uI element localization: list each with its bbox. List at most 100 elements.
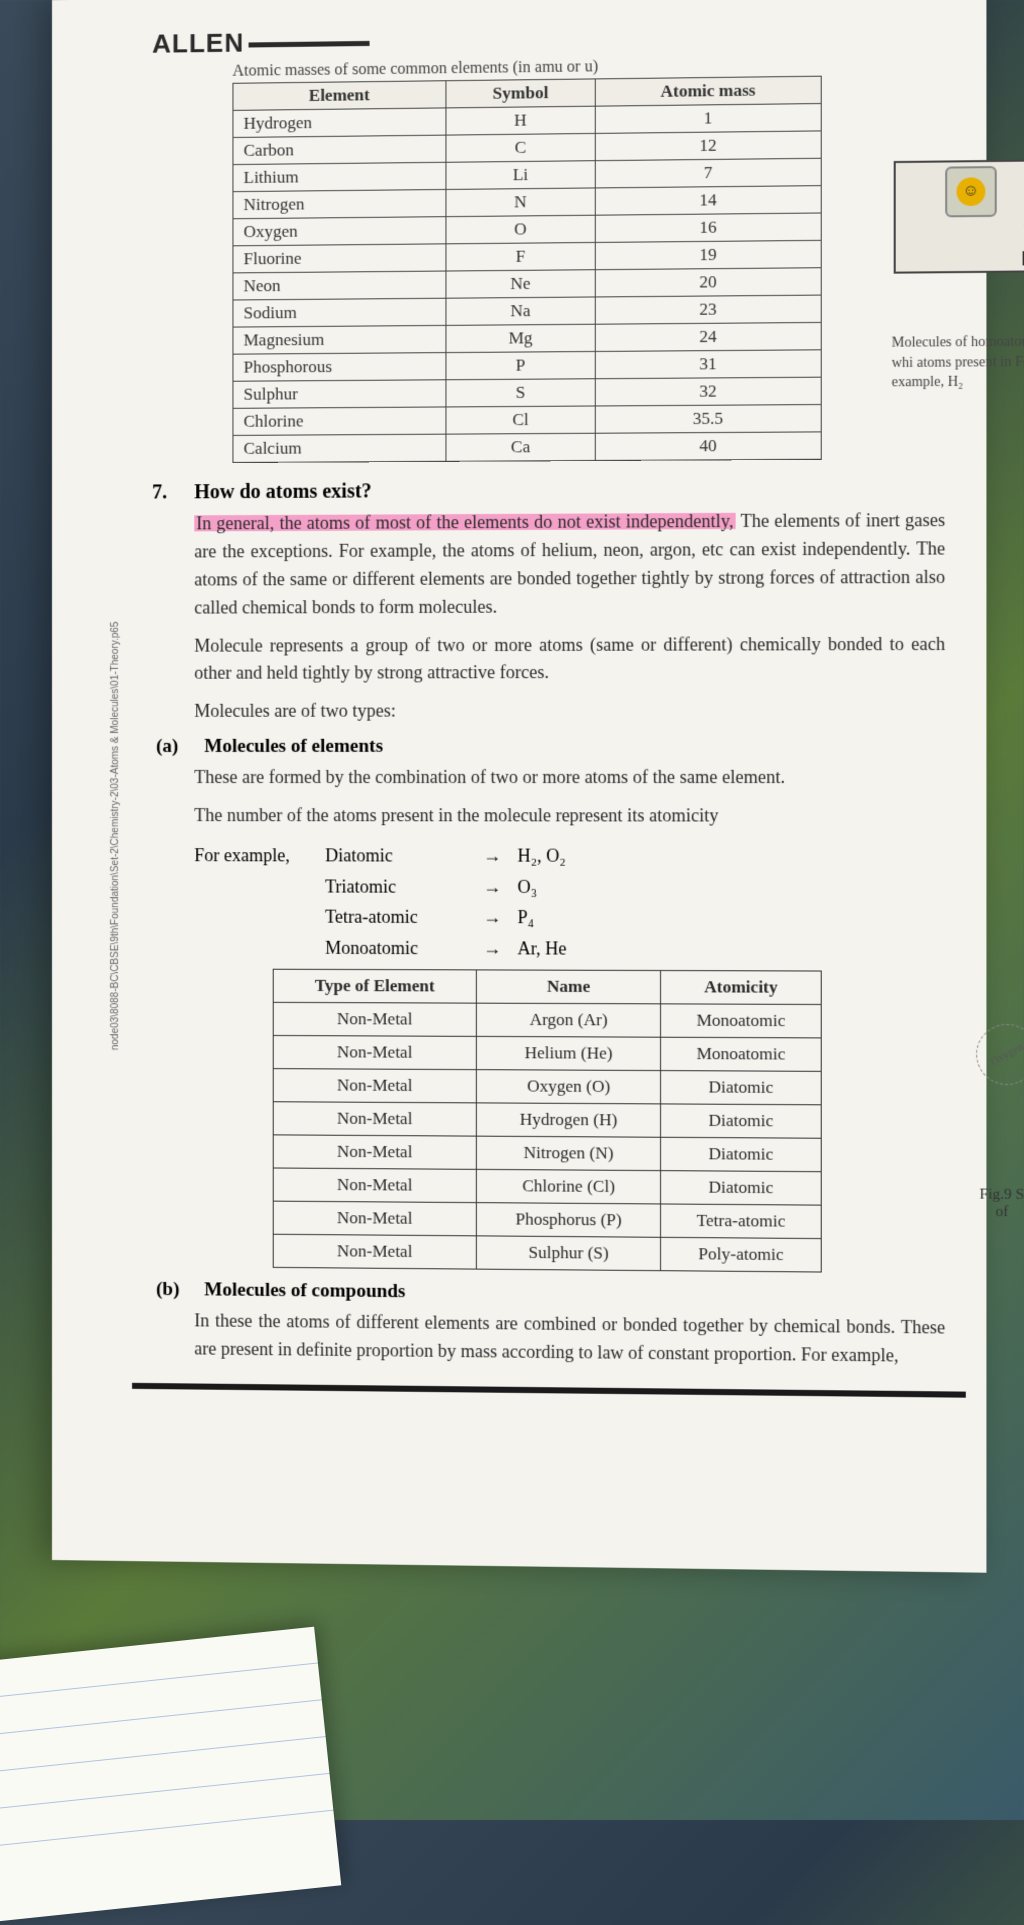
textbook-page: ALLEN Atomic masses of some common eleme… [52,0,986,1573]
arrow-icon: → [467,871,518,902]
for-example-label [194,932,325,963]
for-example-label [194,871,325,902]
table-cell: 16 [595,213,821,242]
part-a-title: Molecules of elements [204,736,383,758]
atomicity-type: Triatomic [325,871,467,902]
table-cell: Chlorine (Cl) [477,1170,661,1205]
table-cell: Carbon [233,135,446,164]
atomicity-example: H₂, O₂ [517,841,639,872]
table-cell: 12 [595,131,821,161]
table-cell: Sulphur (S) [477,1236,661,1271]
page-bottom-rule [132,1383,966,1398]
highlighted-line: In general, the atoms of most of the ele… [194,511,735,534]
table-cell: Lithium [233,162,446,191]
table-cell: Fluorine [233,244,446,273]
table-cell: 24 [595,322,821,351]
arrow-icon: → [467,840,518,871]
atomicity-example: Ar, He [517,933,639,964]
atomicity-type: Diatomic [325,840,467,871]
table-cell: Phosphorus (P) [477,1203,661,1238]
table-cell: Diatomic [661,1071,821,1105]
table-cell: 35.5 [595,405,821,434]
table-cell: Non-Metal [273,1036,476,1070]
table-cell: Oxygen (O) [477,1070,661,1104]
table-cell: Magnesium [233,325,446,354]
for-example-label [194,902,325,933]
table-cell: 19 [595,240,821,269]
table-header: Symbol [446,79,595,108]
table-cell: Hydrogen (H) [477,1103,661,1137]
table-row: Non-MetalNitrogen (N)Diatomic [273,1135,821,1172]
part-b-text: In these the atoms of different elements… [194,1308,945,1372]
part-a-header: (a) Molecules of elements [152,736,945,759]
atomicity-def-row: Monoatomic→Ar, He [194,932,945,965]
table-cell: Li [446,161,595,190]
atomicity-table: Type of ElementNameAtomicity Non-MetalAr… [273,969,822,1273]
for-example-label: For example, [194,840,325,871]
table-cell: 32 [595,377,821,406]
table-cell: 14 [595,186,821,216]
table-cell: Chlorine [233,407,446,435]
oxygen-stamp: Oxygen [965,1013,1024,1096]
table-cell: 40 [595,432,821,461]
table-row: MagnesiumMg24 [233,322,821,354]
table-header: Atomicity [661,971,821,1005]
part-a-text2: The number of the atoms present in the m… [194,802,945,831]
atomicity-example: P₄ [517,902,639,933]
answer-para-highlighted: In general, the atoms of most of the ele… [194,507,945,622]
table-row: ChlorineCl35.5 [233,405,821,436]
table-cell: Ne [446,270,595,299]
table-cell: Monoatomic [661,1004,821,1038]
table-cell: Diatomic [661,1104,821,1138]
table-cell: N [446,188,595,217]
table-cell: Helium (He) [477,1037,661,1071]
table-cell: H [446,106,595,135]
part-b-label: (b) [156,1279,190,1301]
table-cell: Ca [446,433,595,461]
atomicity-def-row: Triatomic→O₃ [194,871,945,903]
table-cell: Oxygen [233,217,446,246]
table-header: Name [477,970,661,1004]
table-header: Element [233,81,446,111]
question-title: How do atoms exist? [194,480,371,504]
table-cell: 20 [595,268,821,297]
table-cell: Sulphur [233,380,446,409]
table-row: Non-MetalSulphur (S)Poly-atomic [273,1235,821,1273]
part-b-header: (b) Molecules of compounds [152,1279,945,1308]
arrow-icon: → [467,902,518,933]
table-row: Non-MetalPhosphorus (P)Tetra-atomic [273,1202,821,1239]
table-cell: Non-Metal [273,1003,476,1037]
question-7-header: 7. How do atoms exist? [152,477,945,504]
arrow-icon: → [467,933,518,964]
table1-caption: Atomic masses of some common elements (i… [232,54,945,81]
table-cell: Monoatomic [661,1038,821,1072]
part-b-title: Molecules of compounds [204,1280,405,1304]
atomicity-def-row: For example,Diatomic→H₂, O₂ [194,840,945,872]
table-cell: 31 [595,350,821,379]
table-cell: Tetra-atomic [661,1204,821,1239]
table-cell: Sodium [233,298,446,327]
table-cell: S [446,379,595,407]
table-cell: Cl [446,406,595,434]
table-cell: Mg [446,324,595,352]
table-header: Atomic mass [595,76,821,106]
table-cell: Nitrogen [233,189,446,218]
footer-path: node03\8088-BC\CBSE\9th\Foundation\Set-2… [110,621,121,1050]
atomicity-type: Monoatomic [325,933,467,964]
table-cell: Phosphorous [233,353,446,382]
table-cell: Non-Metal [273,1202,476,1237]
table-row: Non-MetalOxygen (O)Diatomic [273,1069,821,1105]
table-row: Non-MetalHelium (He)Monoatomic [273,1036,821,1072]
table-cell: O [446,215,595,244]
table-row: CalciumCa40 [233,432,821,463]
figure-label: Fig.9 Sof [961,1186,1024,1221]
table-cell: Non-Metal [273,1168,476,1203]
table-cell: 7 [595,158,821,188]
table-cell: C [446,133,595,162]
question-number: 7. [152,481,176,504]
table-cell: Non-Metal [273,1102,476,1136]
atomicity-example: O₃ [517,871,639,902]
table-cell: Non-Metal [273,1235,476,1270]
table-row: Non-MetalChlorine (Cl)Diatomic [273,1168,821,1205]
table-row: SulphurS32 [233,377,821,408]
